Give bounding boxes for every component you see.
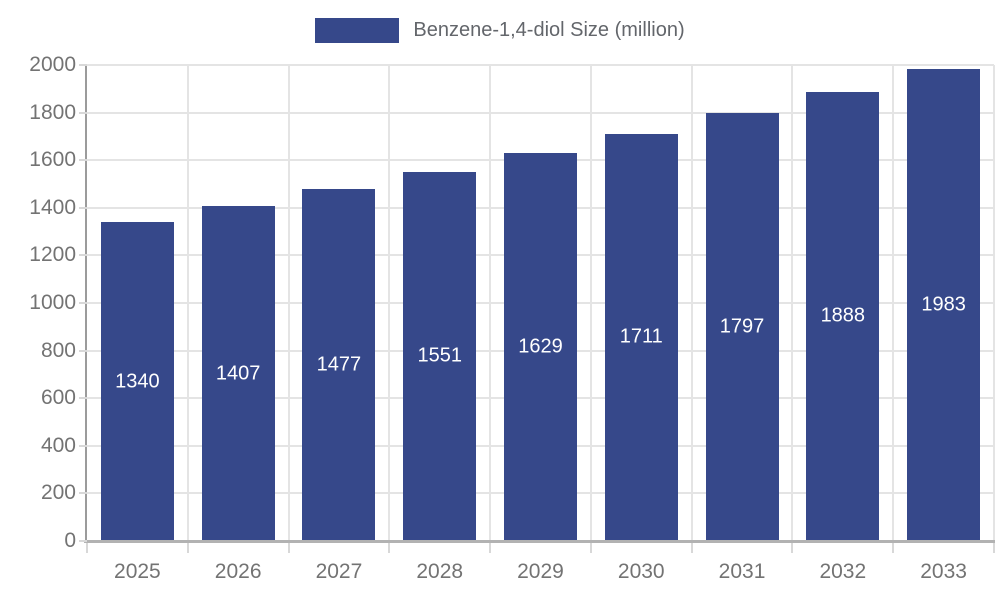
y-axis-tick <box>79 254 87 257</box>
x-axis-tick <box>186 543 189 553</box>
x-axis-line <box>84 540 995 543</box>
y-axis-tick-label: 0 <box>64 529 76 552</box>
y-axis-line <box>85 65 87 543</box>
y-axis-tick-label: 600 <box>40 386 76 410</box>
bar-2032[interactable] <box>806 91 880 541</box>
gridline-vertical <box>287 65 290 541</box>
y-axis-tick <box>79 302 87 304</box>
bar-2026[interactable] <box>201 206 275 541</box>
x-axis-tick-label: 2029 <box>517 560 564 583</box>
gridline-vertical <box>388 65 391 541</box>
gridline-vertical <box>892 65 895 541</box>
x-axis-tick <box>489 543 492 553</box>
x-axis-tick <box>388 543 391 553</box>
x-axis-tick-label: 2032 <box>819 560 867 583</box>
y-axis-tick-label: 1400 <box>29 195 76 219</box>
gridline-horizontal <box>87 111 994 114</box>
gridline-vertical <box>489 65 492 541</box>
gridline-vertical <box>690 65 693 541</box>
y-axis-tick <box>79 206 87 209</box>
x-axis-tick-label: 2028 <box>416 560 464 583</box>
legend-swatch <box>315 18 400 43</box>
x-axis-tick <box>892 543 895 553</box>
y-axis-tick-label: 1800 <box>29 100 76 124</box>
x-axis-tick-label: 2030 <box>617 560 665 583</box>
x-axis-tick <box>791 543 794 553</box>
y-axis-tick <box>79 159 87 162</box>
x-axis-tick <box>86 543 88 553</box>
bar-2028[interactable] <box>403 171 477 541</box>
y-axis-tick-label: 1200 <box>29 243 76 267</box>
x-axis-tick-label: 2025 <box>114 560 161 583</box>
bar-2031[interactable] <box>705 113 779 541</box>
x-axis-tick-label: 2033 <box>920 560 967 583</box>
x-axis-tick <box>993 543 995 553</box>
gridline-vertical <box>993 65 995 541</box>
bar-2033[interactable] <box>907 69 981 541</box>
y-axis-tick <box>79 64 87 66</box>
gridline-vertical <box>791 65 794 541</box>
x-axis-tick-label: 2031 <box>718 560 766 583</box>
x-axis-tick-label: 2027 <box>315 560 363 583</box>
y-axis-tick <box>79 397 87 400</box>
y-axis-tick <box>79 492 87 495</box>
x-axis-tick <box>589 543 592 553</box>
y-axis-tick-label: 800 <box>40 338 76 362</box>
plot-area: 1340 1407 1477 1551 1629 1711 1797 1888 1983 <box>87 64 995 541</box>
bar-2027[interactable] <box>302 189 376 541</box>
x-axis-tick-label: 2026 <box>214 560 262 583</box>
bar-2030[interactable] <box>604 133 678 541</box>
gridline-vertical <box>186 65 189 541</box>
y-axis-tick-label: 400 <box>40 433 76 457</box>
bar-2029[interactable] <box>504 153 577 541</box>
y-axis-tick <box>79 444 87 447</box>
y-axis-tick-label: 2000 <box>29 53 76 76</box>
legend[interactable]: Benzene-1,4-diol Size (million) <box>0 18 1000 43</box>
y-axis-tick <box>79 111 87 114</box>
y-axis-tick-label: 1600 <box>29 148 76 172</box>
x-axis-tick <box>287 543 290 553</box>
x-axis-tick <box>690 543 693 553</box>
gridline-vertical <box>589 65 592 541</box>
y-axis-tick-label: 200 <box>40 481 76 505</box>
bar-2025[interactable] <box>100 222 174 541</box>
y-axis-tick <box>79 349 87 352</box>
legend-label: Benzene-1,4-diol Size (million) <box>413 19 685 41</box>
gridline-horizontal <box>87 64 994 66</box>
y-axis-tick <box>79 540 87 542</box>
y-axis-tick-label: 1000 <box>29 291 76 314</box>
